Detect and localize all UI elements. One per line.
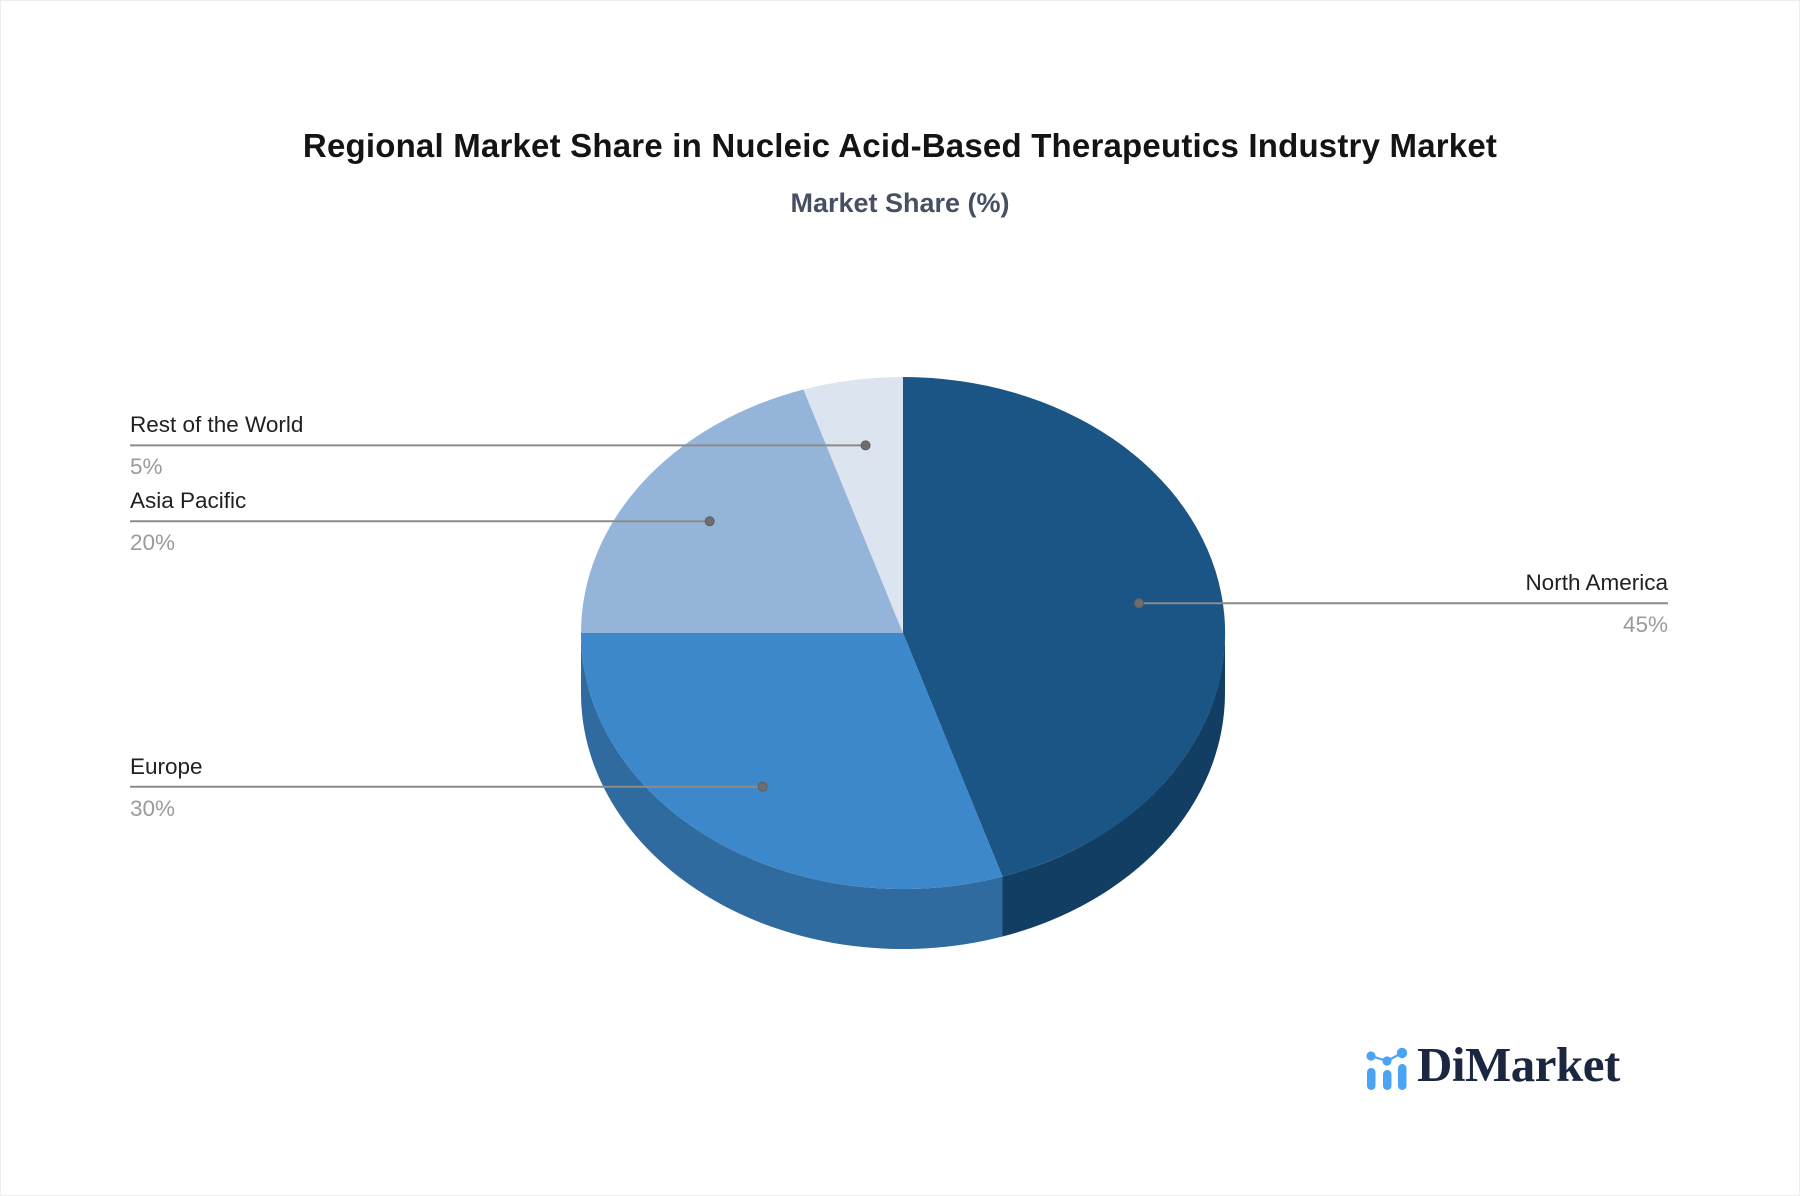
pie-label-asia-pacific: Asia Pacific [130,488,247,514]
pie-label-north-america: North America [1525,570,1668,596]
pie-slice-north-america[interactable] [903,377,1226,877]
pie-rim-north-america [1002,633,1225,937]
pie-slice-rest-of-the-world[interactable] [803,376,904,633]
pie-label-europe: Europe [130,753,203,779]
pie-value-rest-of-the-world: 5% [130,454,163,480]
logo-text: DiMarket [1417,1037,1620,1092]
chart-title: Regional Market Share in Nucleic Acid-Ba… [302,127,1498,164]
pie-slice-europe[interactable] [580,633,1003,890]
chart-subtitle: Market Share (%) [790,188,1010,218]
leader-dot-rest-of-the-world [860,440,871,451]
dimarket-logo: DiMarket [1363,1040,1643,1100]
pie-value-europe: 30% [130,795,176,821]
bar-chart-logo-icon [1366,1047,1408,1090]
leader-dot-europe [757,781,768,792]
pie-rim-europe [580,633,1003,950]
pie-label-rest-of-the-world: Rest of the World [130,412,304,438]
pie-slice-asia-pacific[interactable] [580,389,903,634]
leader-dot-north-america [1134,598,1144,609]
leader-dot-asia-pacific [704,516,715,527]
pie-value-asia-pacific: 20% [130,530,176,556]
pie-value-north-america: 45% [1622,612,1668,638]
